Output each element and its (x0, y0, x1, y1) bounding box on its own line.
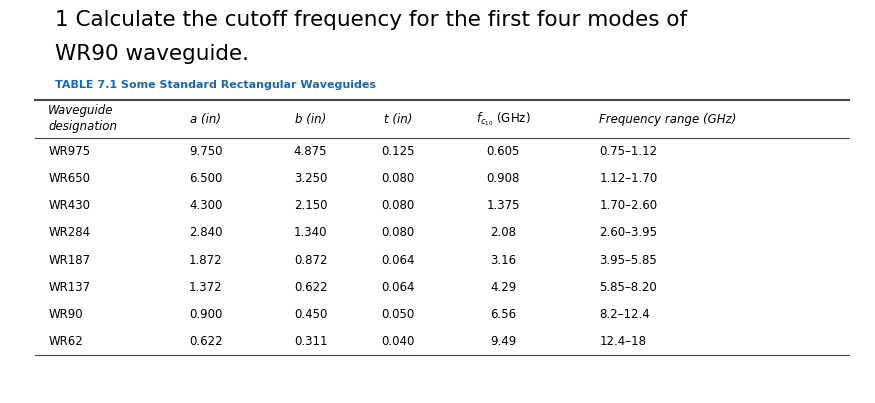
Text: 4.29: 4.29 (490, 280, 516, 294)
Text: 0.872: 0.872 (294, 253, 327, 266)
Text: Frequency range (GHz): Frequency range (GHz) (599, 112, 737, 125)
Text: 0.040: 0.040 (382, 335, 415, 348)
Text: 0.064: 0.064 (382, 253, 415, 266)
Text: 4.875: 4.875 (294, 145, 327, 158)
Text: 0.908: 0.908 (487, 172, 520, 185)
Text: $f_{c_{10}}$ (GHz): $f_{c_{10}}$ (GHz) (476, 110, 530, 128)
Text: 4.300: 4.300 (189, 199, 222, 212)
Text: 3.250: 3.250 (294, 172, 327, 185)
Text: designation: designation (48, 120, 117, 133)
Text: WR650: WR650 (48, 172, 90, 185)
Text: WR187: WR187 (48, 253, 90, 266)
Text: 2.150: 2.150 (294, 199, 327, 212)
Text: 0.622: 0.622 (189, 335, 222, 348)
Text: 6.56: 6.56 (490, 308, 516, 321)
Text: 5.85–8.20: 5.85–8.20 (599, 280, 657, 294)
Text: 0.080: 0.080 (382, 199, 415, 212)
Text: 2.08: 2.08 (490, 226, 516, 239)
Text: Some Standard Rectangular Waveguides: Some Standard Rectangular Waveguides (121, 80, 375, 90)
Text: 3.16: 3.16 (490, 253, 516, 266)
Text: WR90: WR90 (48, 308, 83, 321)
Text: 0.311: 0.311 (294, 335, 327, 348)
Text: t (in): t (in) (384, 112, 412, 125)
Text: 1.340: 1.340 (294, 226, 327, 239)
Text: TABLE 7.1: TABLE 7.1 (55, 80, 117, 90)
Text: a (in): a (in) (190, 112, 221, 125)
Text: 1.12–1.70: 1.12–1.70 (599, 172, 658, 185)
Text: 3.95–5.85: 3.95–5.85 (599, 253, 657, 266)
Text: 0.75–1.12: 0.75–1.12 (599, 145, 657, 158)
Text: WR430: WR430 (48, 199, 90, 212)
Text: 9.49: 9.49 (490, 335, 516, 348)
Text: Waveguide: Waveguide (48, 104, 114, 117)
Text: b (in): b (in) (295, 112, 326, 125)
Text: 0.064: 0.064 (382, 280, 415, 294)
Text: 2.840: 2.840 (189, 226, 222, 239)
Text: 12.4–18: 12.4–18 (599, 335, 647, 348)
Text: WR284: WR284 (48, 226, 90, 239)
Text: 1.70–2.60: 1.70–2.60 (599, 199, 657, 212)
Text: WR975: WR975 (48, 145, 90, 158)
Text: 0.622: 0.622 (294, 280, 327, 294)
Text: WR90 waveguide.: WR90 waveguide. (55, 44, 249, 64)
Text: 0.125: 0.125 (382, 145, 415, 158)
Text: 8.2–12.4: 8.2–12.4 (599, 308, 650, 321)
Text: 0.450: 0.450 (294, 308, 327, 321)
Text: 0.080: 0.080 (382, 172, 415, 185)
Text: 2.60–3.95: 2.60–3.95 (599, 226, 657, 239)
Text: 9.750: 9.750 (189, 145, 222, 158)
Text: WR137: WR137 (48, 280, 90, 294)
Text: 0.080: 0.080 (382, 226, 415, 239)
Text: 0.900: 0.900 (189, 308, 222, 321)
Text: 1.872: 1.872 (189, 253, 222, 266)
Text: 1 Calculate the cutoff frequency for the first four modes of: 1 Calculate the cutoff frequency for the… (55, 10, 687, 30)
Text: WR62: WR62 (48, 335, 83, 348)
Text: 0.605: 0.605 (487, 145, 520, 158)
Text: 1.375: 1.375 (487, 199, 520, 212)
Text: 0.050: 0.050 (382, 308, 415, 321)
Text: 1.372: 1.372 (189, 280, 222, 294)
Text: 6.500: 6.500 (189, 172, 222, 185)
